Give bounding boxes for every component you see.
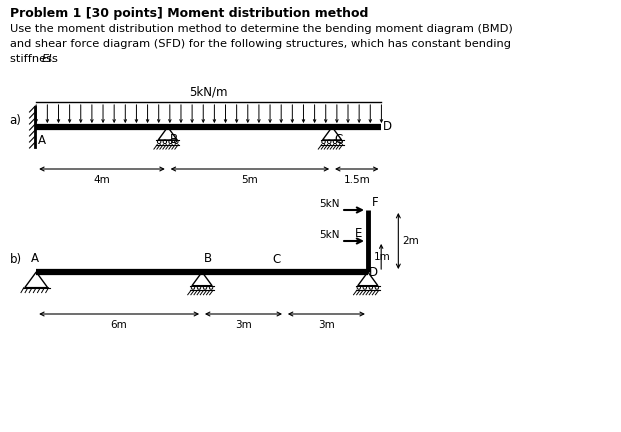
Text: 6m: 6m — [111, 320, 127, 330]
Text: 5m: 5m — [242, 175, 258, 184]
Text: Problem 1 [30 points] Moment distribution method: Problem 1 [30 points] Moment distributio… — [9, 7, 368, 20]
Text: C: C — [334, 133, 342, 146]
Text: B: B — [204, 252, 212, 265]
Text: C: C — [273, 253, 281, 266]
Text: b): b) — [9, 254, 22, 267]
Text: 1m: 1m — [374, 251, 391, 261]
Text: 1.5m: 1.5m — [343, 175, 370, 184]
Text: 4m: 4m — [94, 175, 111, 184]
Text: 5kN/m: 5kN/m — [189, 85, 228, 98]
Text: B: B — [170, 133, 178, 146]
Text: A: A — [31, 252, 39, 265]
Text: 3m: 3m — [235, 320, 252, 330]
Text: D: D — [383, 120, 392, 133]
Text: 5kN: 5kN — [319, 230, 339, 240]
Text: 2m: 2m — [402, 236, 419, 246]
Text: Use the moment distribution method to determine the bending moment diagram (BMD): Use the moment distribution method to de… — [9, 24, 512, 34]
Text: EI.: EI. — [42, 54, 56, 64]
Text: stiffness: stiffness — [9, 54, 61, 64]
Text: E: E — [355, 227, 362, 240]
Text: a): a) — [9, 114, 21, 127]
Text: 5kN: 5kN — [319, 199, 339, 209]
Text: and shear force diagram (SFD) for the following structures, which has constant b: and shear force diagram (SFD) for the fo… — [9, 39, 510, 49]
Text: D: D — [369, 266, 378, 279]
Text: A: A — [38, 134, 46, 147]
Text: 3m: 3m — [318, 320, 335, 330]
Text: F: F — [371, 196, 378, 209]
